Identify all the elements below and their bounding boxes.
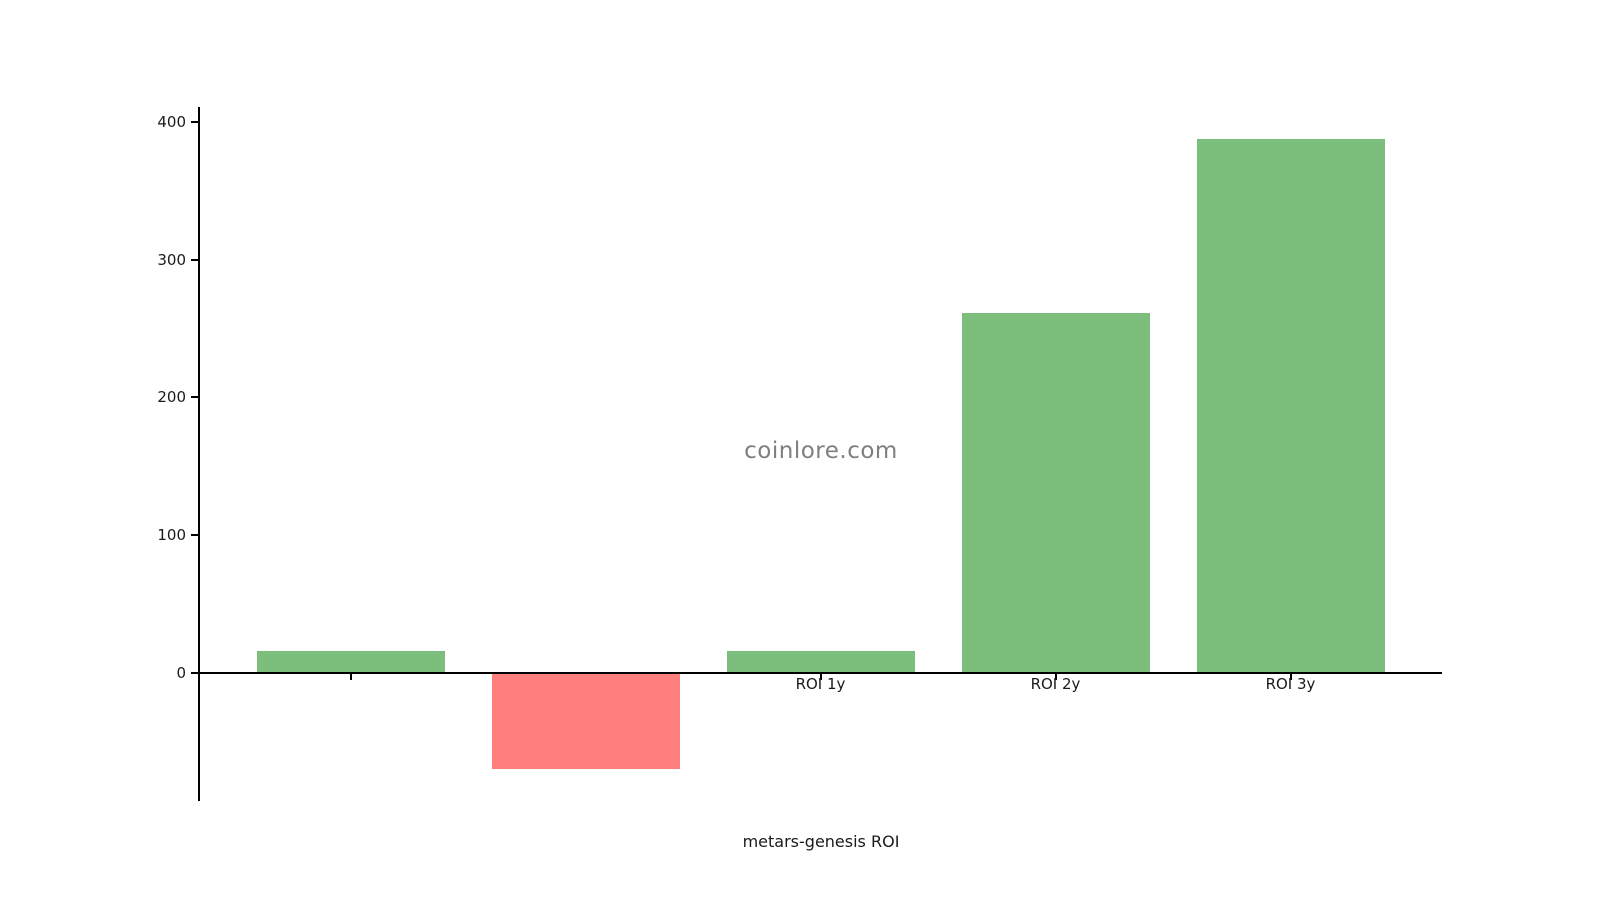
- bar-unlabeled-1: [256, 650, 445, 673]
- watermark: coinlore.com: [744, 438, 898, 464]
- y-tick-label: 0: [176, 663, 186, 682]
- x-axis-line: [200, 671, 1442, 674]
- x-tick-label-roi-2y: ROI 2y: [1030, 674, 1081, 693]
- bar-roi-3y: [1196, 138, 1385, 673]
- x-tick-label-roi-3y: ROI 3y: [1265, 674, 1316, 693]
- chart-title: metars-genesis ROI: [742, 832, 900, 851]
- y-tick: [191, 396, 198, 399]
- y-axis-spine: [198, 107, 200, 801]
- x-tick-label-roi-1y: ROI 1y: [795, 674, 846, 693]
- y-tick-label: 300: [157, 250, 186, 269]
- y-tick-label: 100: [157, 526, 186, 545]
- bar-unlabeled-2: [491, 672, 680, 770]
- y-tick: [191, 534, 198, 537]
- y-tick: [191, 258, 198, 261]
- bar-roi-1y: [726, 650, 915, 673]
- x-tick: [1289, 672, 1292, 680]
- y-tick: [191, 121, 198, 123]
- x-tick: [819, 672, 822, 680]
- bar-roi-2y: [961, 313, 1150, 673]
- x-tick: [349, 672, 352, 680]
- y-tick: [191, 671, 198, 674]
- x-tick: [1054, 672, 1057, 680]
- y-tick-label: 400: [157, 113, 186, 131]
- y-tick-label: 200: [157, 388, 186, 407]
